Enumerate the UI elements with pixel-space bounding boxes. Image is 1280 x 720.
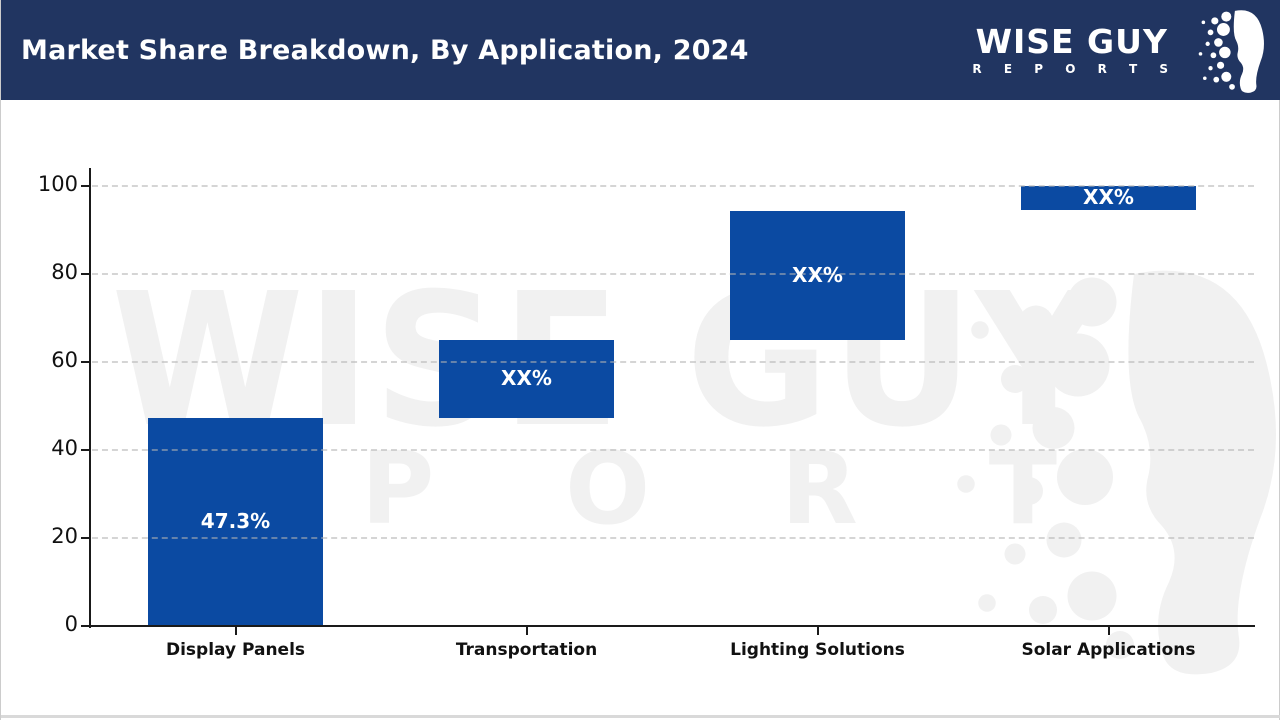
chart-title: Market Share Breakdown, By Application, … — [21, 34, 749, 66]
bar-value-label-transportation: XX% — [501, 365, 552, 390]
bar-transportation — [439, 340, 614, 418]
y-tick-label-0: 0 — [64, 612, 78, 636]
x-tick-display-panels — [234, 627, 237, 635]
bar-solar-applications — [1021, 186, 1196, 211]
bar-lighting-solutions — [730, 211, 905, 340]
y-tick-100 — [81, 185, 90, 187]
category-label-transportation: Transportation — [455, 640, 598, 660]
x-tick-transportation — [525, 627, 528, 635]
wiseguy-logo-text: WISE GUY R E P O R T S — [966, 22, 1177, 77]
y-tick-label-40: 40 — [51, 436, 78, 460]
bar-value-label-display-panels: 47.3% — [200, 508, 271, 533]
watermark-face-icon — [957, 270, 1276, 675]
y-tick-80 — [81, 273, 90, 275]
y-tick-label-80: 80 — [51, 260, 78, 284]
bar-display-panels — [148, 417, 323, 626]
wiseguy-logo-name: WISE GUY — [975, 22, 1168, 61]
gridline-40 — [92, 449, 1254, 451]
y-tick-label-60: 60 — [51, 348, 78, 372]
gridline-80 — [92, 273, 1254, 275]
gridline-100 — [92, 185, 1254, 187]
wiseguy-logo: WISE GUY R E P O R T S — [972, 6, 1265, 94]
plot-area: 0 20 40 60 80 100 47.3% Display Panels XX% Transp… — [1, 100, 1280, 716]
bar-value-label-lighting-solutions: XX% — [792, 262, 843, 287]
y-tick-0 — [81, 625, 90, 627]
wiseguy-logo-reports: R E P O R T S — [972, 62, 1177, 76]
y-axis-spine — [89, 168, 91, 628]
header-bar: Market Share Breakdown, By Application, … — [1, 0, 1280, 100]
category-label-solar-applications: Solar Applications — [1021, 640, 1196, 660]
gridline-60 — [92, 361, 1254, 363]
y-tick-label-20: 20 — [51, 524, 78, 548]
x-tick-lighting-solutions — [816, 627, 819, 635]
bar-value-label-solar-applications: XX% — [1083, 185, 1134, 210]
y-tick-label-100: 100 — [37, 172, 78, 196]
x-tick-solar-applications — [1107, 627, 1110, 635]
category-label-display-panels: Display Panels — [165, 640, 306, 660]
y-tick-40 — [81, 449, 90, 451]
y-tick-20 — [81, 537, 90, 539]
gridline-20 — [92, 537, 1254, 539]
wiseguy-face-icon — [1198, 10, 1264, 93]
x-axis-spine — [89, 625, 1255, 627]
category-label-lighting-solutions: Lighting Solutions — [730, 640, 905, 660]
y-tick-60 — [81, 361, 90, 363]
footer-divider — [1, 715, 1280, 718]
